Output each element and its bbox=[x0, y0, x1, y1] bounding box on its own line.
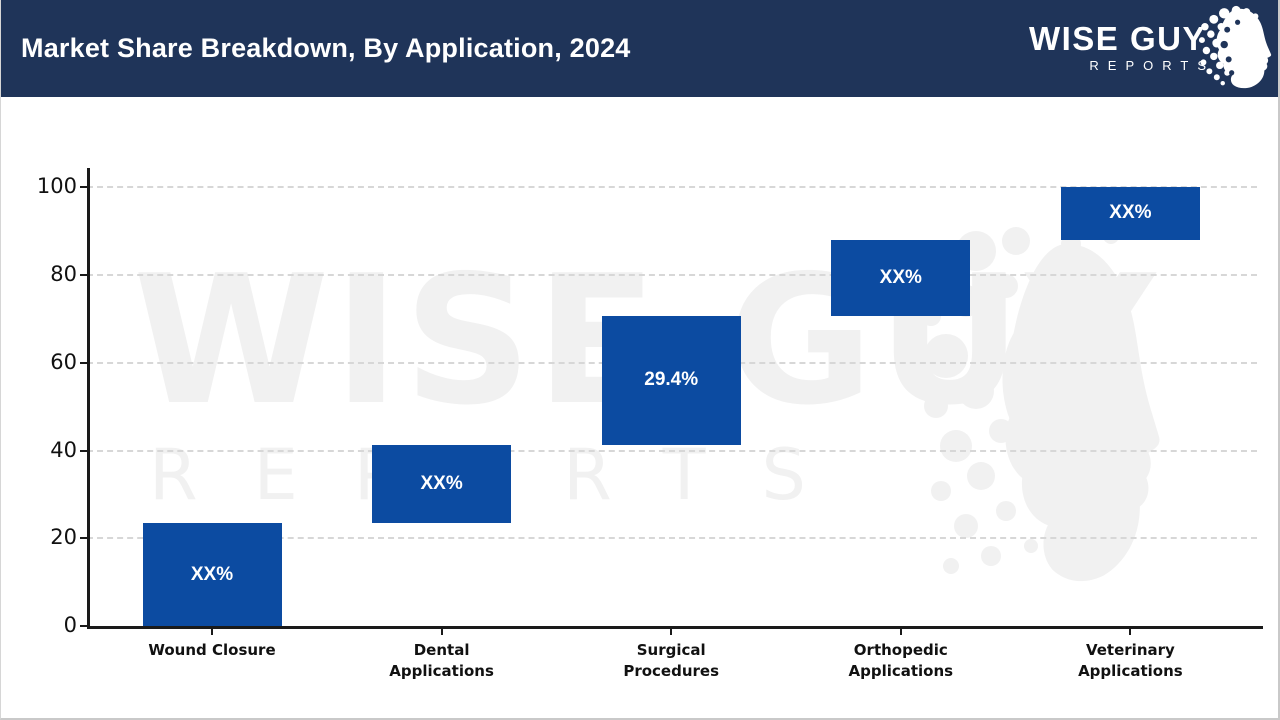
x-axis-category-label: Dental Applications bbox=[389, 641, 494, 680]
x-axis-category-label: Orthopedic Applications bbox=[848, 641, 954, 680]
y-axis-tick-mark bbox=[80, 186, 87, 189]
x-axis-line bbox=[87, 626, 1263, 629]
y-axis-tick-mark bbox=[80, 625, 87, 627]
x-axis-category-label: Veterinary Applications bbox=[1078, 641, 1183, 680]
gridline-40 bbox=[87, 449, 1257, 452]
bar-segment: XX% bbox=[831, 239, 971, 316]
page-title: Market Share Breakdown, By Application, … bbox=[21, 33, 631, 63]
x-axis-tick-mark bbox=[899, 628, 902, 635]
x-axis-tick-mark bbox=[211, 628, 213, 635]
y-axis-tick-label: 0 bbox=[63, 613, 77, 637]
x-axis-tick-mark bbox=[670, 628, 673, 635]
gridline-20 bbox=[87, 537, 1257, 540]
y-axis-tick-mark bbox=[80, 274, 87, 277]
brand-logo: WISE GUY REPORTS bbox=[1028, 20, 1206, 72]
x-axis-category-label: Wound Closure bbox=[148, 641, 276, 659]
y-axis-tick-mark bbox=[80, 361, 87, 364]
bar-value-label: XX% bbox=[879, 266, 922, 288]
brand-face-watermark-icon bbox=[921, 227, 1160, 582]
bar-segment: XX% bbox=[1060, 187, 1200, 240]
y-axis-tick-mark bbox=[80, 537, 87, 540]
y-axis-line bbox=[87, 168, 90, 629]
bar-value-label: XX% bbox=[420, 473, 463, 495]
brand-logo-subname: REPORTS bbox=[1089, 57, 1215, 73]
bar-segment: XX% bbox=[142, 523, 282, 626]
x-axis-tick-mark bbox=[440, 628, 443, 635]
y-axis-tick-label: 80 bbox=[50, 262, 77, 287]
bar-segment: XX% bbox=[372, 444, 512, 524]
bar-value-label: XX% bbox=[190, 563, 234, 585]
brand-face-icon bbox=[1198, 5, 1272, 89]
gridline-80 bbox=[87, 274, 1257, 277]
y-axis-tick-label: 40 bbox=[50, 437, 77, 462]
x-axis-category-label: Surgical Procedures bbox=[623, 641, 720, 680]
gridline-100 bbox=[87, 186, 1257, 189]
bar-value-label: 29.4% bbox=[644, 369, 699, 391]
y-axis-tick-mark bbox=[80, 449, 87, 452]
y-axis-tick-label: 20 bbox=[50, 525, 77, 550]
header-bar: Market Share Breakdown, By Application, … bbox=[1, 0, 1278, 97]
brand-logo-name: WISE GUY bbox=[1028, 20, 1206, 57]
bar-segment: 29.4% bbox=[601, 315, 741, 445]
y-axis-tick-label: 60 bbox=[50, 349, 77, 374]
x-axis-tick-mark bbox=[1129, 628, 1132, 635]
bar-value-label: XX% bbox=[1109, 202, 1152, 224]
y-axis-tick-label: 100 bbox=[36, 174, 77, 199]
